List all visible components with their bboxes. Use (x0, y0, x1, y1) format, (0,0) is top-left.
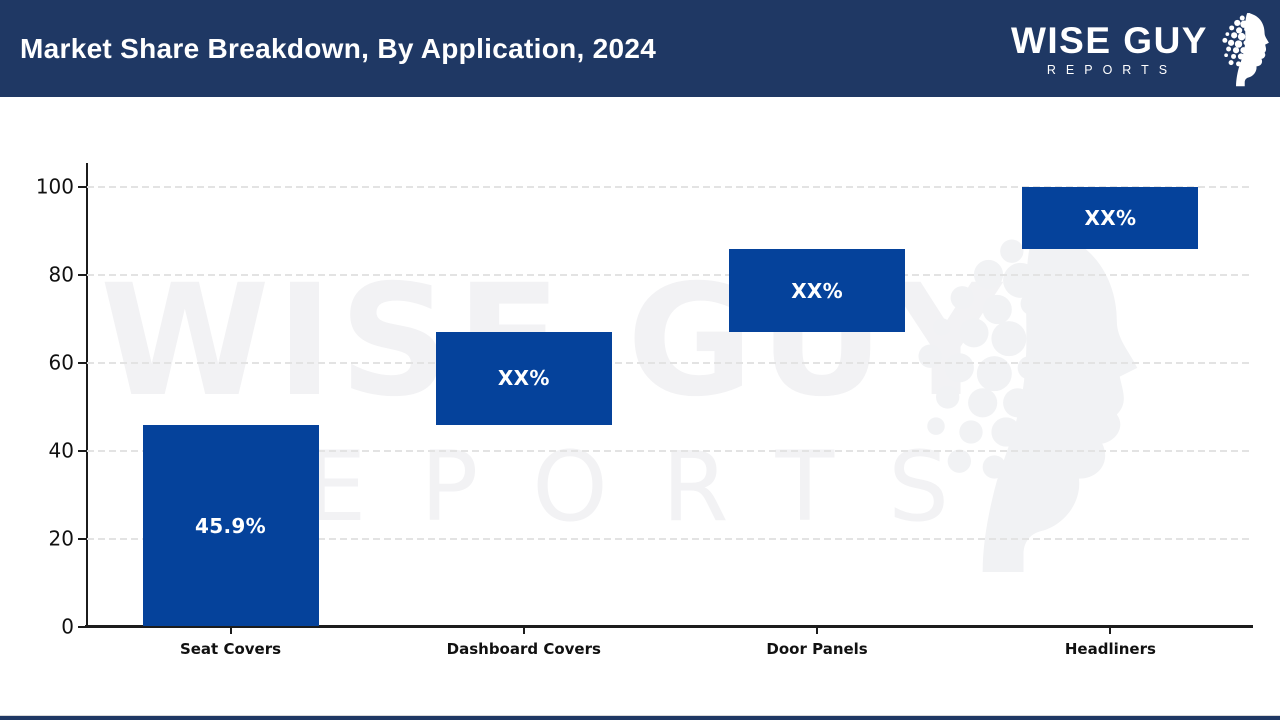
wiseguy-head-icon (1222, 13, 1269, 87)
y-tick-mark (78, 361, 87, 364)
header-bar: Market Share Breakdown, By Application, … (0, 0, 1280, 97)
grid-line (87, 537, 1253, 540)
y-tick-label: 80 (48, 262, 74, 287)
y-tick-label: 60 (48, 350, 74, 375)
bar: 45.9% (142, 424, 319, 627)
grid-line (87, 185, 1253, 188)
bar-value-label: XX% (497, 366, 550, 391)
bar-value-label: 45.9% (195, 513, 266, 538)
wiseguy-head-watermark-icon (918, 227, 1138, 572)
y-tick-label: 0 (61, 614, 74, 639)
y-tick-mark (78, 625, 87, 628)
wiseguy-logo: WISE GUY REPORTS (1011, 6, 1272, 92)
y-tick-label: 20 (48, 526, 74, 551)
wiseguy-logo-text: WISE GUY REPORTS (1011, 22, 1208, 77)
chart-title: Market Share Breakdown, By Application, … (20, 32, 657, 64)
bar: XX% (435, 331, 612, 425)
y-tick-label: 40 (48, 438, 74, 463)
bar-value-label: XX% (1084, 205, 1137, 230)
wiseguy-logo-line1: WISE GUY (1010, 19, 1208, 61)
grid-line (87, 273, 1253, 276)
y-tick-mark (78, 185, 87, 188)
y-tick-label: 100 (35, 174, 74, 199)
bar: XX% (1022, 186, 1199, 250)
x-tick-mark (816, 628, 819, 634)
bar: XX% (729, 249, 906, 332)
bar-value-label: XX% (791, 278, 843, 303)
grid-line (87, 361, 1253, 364)
y-tick-mark (78, 449, 87, 452)
x-axis-line (85, 625, 1253, 628)
grid-line (87, 449, 1253, 452)
wiseguy-logo-line2: REPORTS (1046, 62, 1178, 77)
y-tick-mark (78, 537, 87, 540)
x-tick-mark (229, 628, 232, 634)
footer-bar (0, 716, 1280, 720)
x-tick-label: Door Panels (766, 640, 868, 658)
x-tick-label: Dashboard Covers (446, 640, 601, 658)
y-tick-mark (78, 273, 87, 276)
x-tick-label: Seat Covers (179, 640, 282, 658)
y-axis-line (86, 163, 88, 628)
footer-divider (0, 715, 1280, 716)
x-tick-label: Headliners (1064, 640, 1156, 658)
x-tick-mark (522, 628, 525, 634)
x-tick-mark (1109, 628, 1112, 634)
